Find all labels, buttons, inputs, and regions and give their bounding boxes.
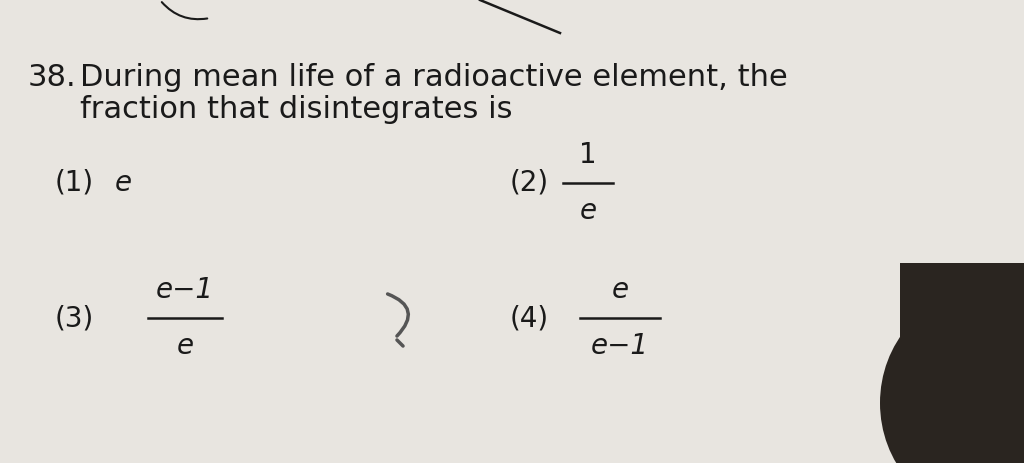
FancyBboxPatch shape <box>900 263 1024 463</box>
Text: e−1: e−1 <box>591 332 649 360</box>
Text: e: e <box>176 332 194 360</box>
Text: During mean life of a radioactive element, the: During mean life of a radioactive elemen… <box>80 63 787 92</box>
Text: (4): (4) <box>510 304 549 332</box>
Text: (1): (1) <box>55 169 94 197</box>
Text: e−1: e−1 <box>156 276 214 304</box>
Text: (2): (2) <box>510 169 549 197</box>
Text: 1: 1 <box>974 431 990 455</box>
Text: e: e <box>115 169 132 197</box>
Text: fraction that disintegrates is: fraction that disintegrates is <box>80 95 512 124</box>
Text: e: e <box>580 197 597 225</box>
Text: 38.: 38. <box>28 63 77 92</box>
Text: e: e <box>611 276 629 304</box>
Ellipse shape <box>880 293 1024 463</box>
Text: (3): (3) <box>55 304 94 332</box>
Text: 1: 1 <box>580 141 597 169</box>
